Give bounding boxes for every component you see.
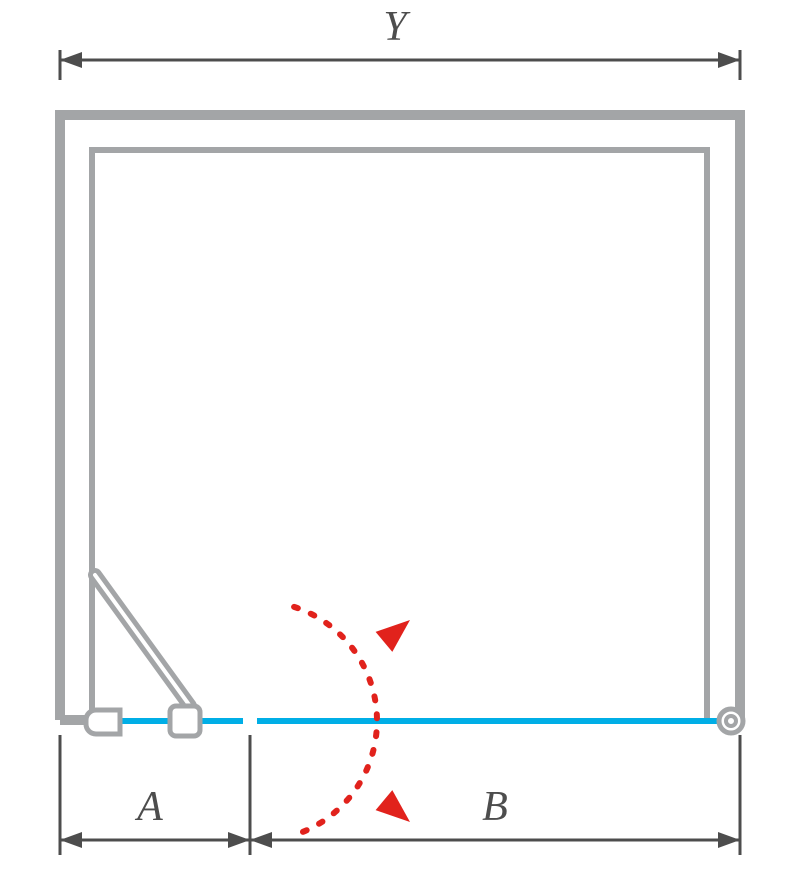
hinge-icon <box>719 709 743 733</box>
dimension: Y <box>60 4 740 80</box>
end-cap <box>86 710 120 734</box>
dimension: A <box>60 735 250 855</box>
dimension: B <box>250 735 740 855</box>
connector <box>170 706 200 736</box>
dimension-label: A <box>134 784 163 830</box>
dimension-label: Y <box>383 4 411 50</box>
shower-door-diagram: Y A B <box>0 0 800 890</box>
dimension-label: B <box>482 784 508 830</box>
